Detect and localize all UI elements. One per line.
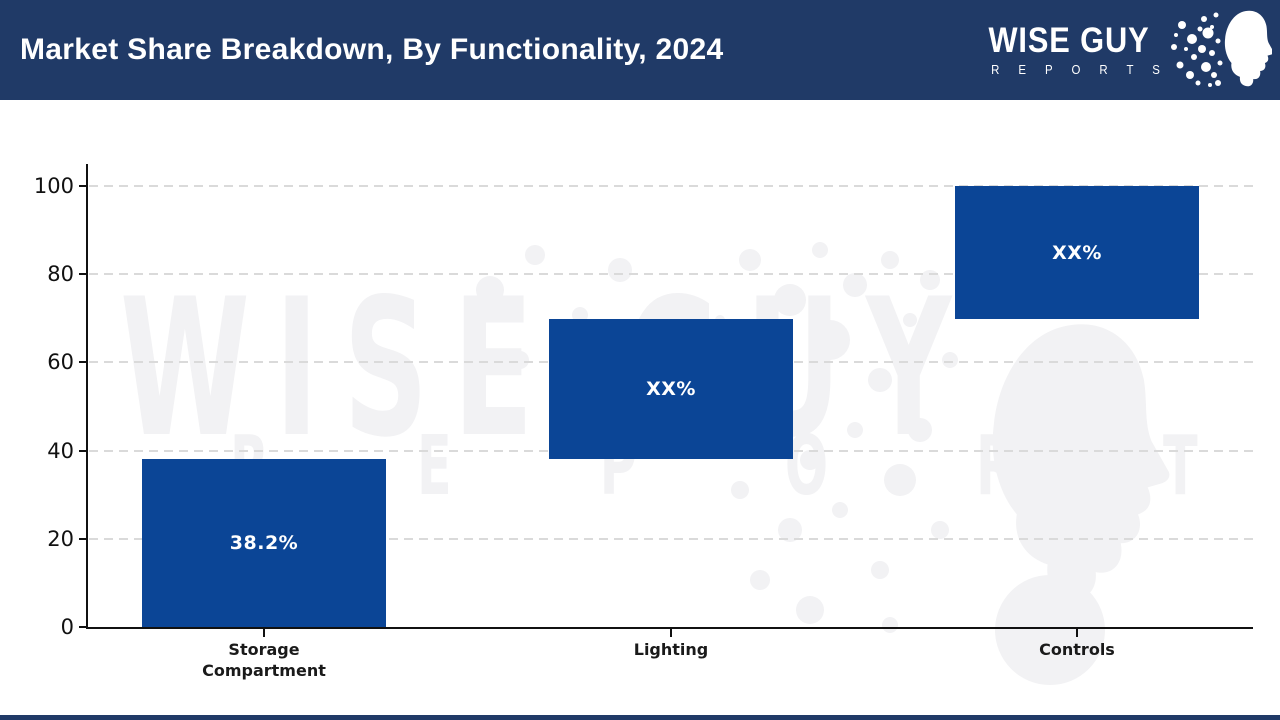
y-tick-label-0: 0 <box>60 615 74 639</box>
y-tick-20 <box>79 537 88 540</box>
footer-bar <box>0 715 1280 720</box>
x-tick-label-1: Storage Compartment <box>144 639 384 681</box>
bar-label-1: 38.2% <box>229 531 299 554</box>
x-tick-label-line: Lighting <box>633 640 709 659</box>
x-tick-label-line: Controls <box>1039 640 1115 659</box>
y-tick-40 <box>79 449 88 452</box>
wiseguy-head-icon <box>1171 10 1272 87</box>
y-tick-label-80: 80 <box>47 262 74 287</box>
x-tick-3 <box>1076 629 1078 637</box>
y-tick-0 <box>79 626 88 628</box>
y-tick-label-40: 40 <box>47 438 74 463</box>
x-tick-2 <box>670 629 672 637</box>
bar-1 <box>142 458 386 627</box>
wiseguy-logo-text: WISE GUY R E P O R T S <box>989 23 1168 77</box>
bar-label-2: XX% <box>646 377 696 400</box>
x-tick-label-line: Compartment <box>202 661 326 680</box>
wiseguy-logo-reports: R E P O R T S <box>991 62 1168 77</box>
y-tick-label-100: 100 <box>33 174 74 199</box>
bar-label-3: XX% <box>1052 241 1102 264</box>
gridline-80 <box>89 273 1253 276</box>
y-axis-line <box>86 164 88 629</box>
x-tick-1 <box>263 629 265 637</box>
x-axis-line <box>86 627 1253 629</box>
y-tick-label-20: 20 <box>47 526 74 551</box>
wiseguy-logo: WISE GUY R E P O R T S <box>964 5 1272 95</box>
x-tick-label-2: Lighting <box>551 639 791 660</box>
header-bar: Market Share Breakdown, By Functionality… <box>0 0 1280 100</box>
gridline-100 <box>89 185 1253 188</box>
page-title: Market Share Breakdown, By Functionality… <box>20 33 724 66</box>
y-tick-100 <box>79 185 88 188</box>
y-tick-60 <box>79 361 88 364</box>
x-tick-label-line: Storage <box>228 640 300 659</box>
y-tick-80 <box>79 273 88 276</box>
x-tick-label-3: Controls <box>957 639 1197 660</box>
gridline-20 <box>89 537 1253 540</box>
bar-3 <box>955 186 1199 320</box>
wiseguy-logo-wordmark: WISE GUY <box>988 21 1150 60</box>
y-tick-label-60: 60 <box>47 350 74 375</box>
